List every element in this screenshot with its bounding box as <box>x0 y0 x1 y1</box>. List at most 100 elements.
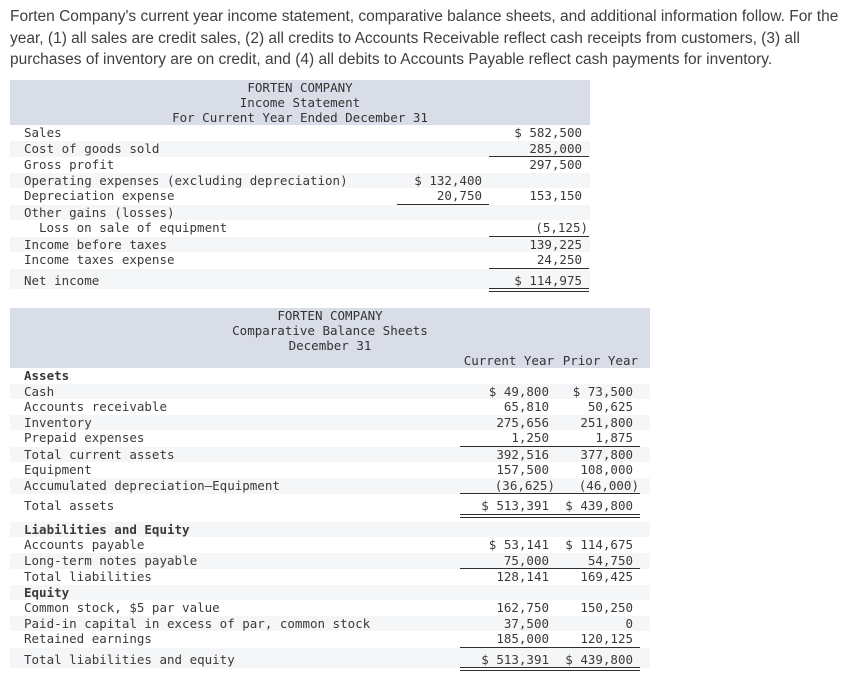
table-row: Gross profit 297,500 <box>10 157 590 173</box>
amount-cell: 377,800 <box>580 446 633 462</box>
statement-period: December 31 <box>288 338 372 353</box>
table-row: Inventory 275,656 251,800 <box>10 414 650 430</box>
table-row: Assets <box>10 368 650 384</box>
amount-cell: 128,141 <box>496 569 549 584</box>
table-row: Long-term notes payable 75,000 54,750 <box>10 552 650 569</box>
table-rows: Assets Cash $ 49,800 $ 73,500 Accounts recei… <box>10 368 650 671</box>
table-row: Liabilities and Equity <box>10 521 650 538</box>
row-label: Inventory <box>24 414 92 430</box>
statement-company-name: FORTEN COMPANY <box>247 80 353 95</box>
amount-cell <box>397 205 489 221</box>
amount-cell: 75,000 <box>460 553 556 569</box>
amount-cell <box>397 220 489 237</box>
amount-cell: $ 513,391 <box>460 652 556 671</box>
amount-cell: $ 114,675 <box>565 537 633 552</box>
amount-cell: 65,810 <box>503 399 549 414</box>
amount-cell: (46,000) <box>556 478 640 494</box>
row-label: Common stock, $5 par value <box>24 600 220 615</box>
row-label: Income taxes expense <box>24 252 175 267</box>
amount-cell <box>397 237 489 253</box>
amount-cell <box>397 252 489 269</box>
amount-cell: $ 114,975 <box>489 273 589 292</box>
row-label: Total liabilities <box>24 569 152 584</box>
table-row: Equity <box>10 584 650 601</box>
amount-cell: 275,656 <box>496 414 549 430</box>
row-label: Total current assets <box>24 446 175 462</box>
amount-cell: $ 439,800 <box>556 498 640 517</box>
amount-cell: 1,875 <box>556 430 640 447</box>
amount-cell <box>556 368 640 384</box>
table-row: Total assets $ 513,391 $ 439,800 <box>10 494 650 517</box>
statement-company-name: FORTEN COMPANY <box>277 308 383 323</box>
row-label: Total liabilities and equity <box>24 651 235 667</box>
row-label: Sales <box>24 125 62 140</box>
row-label: Net income <box>24 272 100 288</box>
amount-cell <box>397 157 489 173</box>
amount-cell: 37,500 <box>503 615 549 631</box>
amount-cell <box>556 585 640 601</box>
table-row: Cost of goods sold 285,000 <box>10 140 590 158</box>
amount-cell <box>397 273 489 290</box>
section-label: Equity <box>24 584 70 600</box>
amount-cell: 120,125 <box>556 631 640 648</box>
amount-cell: $ 53,141 <box>488 537 549 552</box>
statement-period: For Current Year Ended December 31 <box>172 110 428 125</box>
amount-cell: 162,750 <box>496 600 549 615</box>
amount-cell: $ 439,800 <box>556 652 640 671</box>
amount-cell <box>460 522 556 538</box>
section-label: Liabilities and Equity <box>24 521 190 537</box>
balance-sheet-table: FORTEN COMPANY Comparative Balance Sheet… <box>10 308 650 675</box>
row-label: Other gains (losses) <box>24 204 175 220</box>
table-row: Operating expenses (excluding depreciati… <box>10 172 590 188</box>
income-statement-header: FORTEN COMPANY Income Statement For Curr… <box>10 80 590 125</box>
amount-cell: 108,000 <box>580 462 633 477</box>
statement-title: Comparative Balance Sheets <box>232 323 428 338</box>
amount-cell <box>397 125 489 141</box>
amount-cell: $ 49,800 <box>488 383 549 399</box>
amount-cell: $ 582,500 <box>514 125 582 140</box>
table-row: Paid-in capital in excess of par, common… <box>10 615 650 631</box>
column-header-spacer <box>10 353 460 368</box>
problem-intro-text: Forten Company's current year income sta… <box>10 8 839 68</box>
amount-cell: 24,250 <box>489 252 589 269</box>
table-row: Loss on sale of equipment (5,125) <box>10 220 590 237</box>
section-label: Assets <box>24 368 70 383</box>
amount-cell: 169,425 <box>580 569 633 584</box>
row-label: Income before taxes <box>24 236 167 252</box>
row-label: Equipment <box>24 462 92 477</box>
prior-year-column-header: Prior Year <box>562 353 638 368</box>
row-label: Operating expenses (excluding depreciati… <box>24 172 348 188</box>
row-label: Depreciation expense <box>24 188 175 203</box>
current-year-column-header: Current Year <box>463 353 554 368</box>
amount-cell: 392,516 <box>496 446 549 462</box>
table-row: Cash $ 49,800 $ 73,500 <box>10 383 650 399</box>
table-row: Accounts payable $ 53,141 $ 114,675 <box>10 537 650 553</box>
amount-cell <box>489 205 589 221</box>
amount-cell: 1,250 <box>460 430 556 447</box>
table-row: Depreciation expense 20,750 153,150 <box>10 188 590 205</box>
balance-sheet-header: FORTEN COMPANY Comparative Balance Sheet… <box>10 308 650 368</box>
amount-cell: 153,150 <box>529 188 582 203</box>
table-row: Accounts receivable 65,810 50,625 <box>10 399 650 415</box>
amount-cell: $ 132,400 <box>414 172 482 188</box>
amount-cell <box>460 368 556 384</box>
table-row: Total current assets 392,516 377,800 <box>10 446 650 462</box>
table-row: Total liabilities 128,141 169,425 <box>10 569 650 585</box>
table-row: Equipment 157,500 108,000 <box>10 462 650 478</box>
amount-cell: 54,750 <box>556 553 640 569</box>
amount-cell: 251,800 <box>580 414 633 430</box>
table-row: Common stock, $5 par value 162,750 150,250 <box>10 600 650 616</box>
amount-cell: 139,225 <box>529 236 582 252</box>
row-label: Cash <box>24 383 55 399</box>
table-row: Sales $ 582,500 <box>10 125 590 141</box>
amount-cell <box>397 141 489 158</box>
row-label: Total assets <box>24 498 115 513</box>
row-label: Accounts receivable <box>24 399 167 414</box>
table-row: Retained earnings 185,000 120,125 <box>10 631 650 648</box>
row-label: Retained earnings <box>24 631 152 646</box>
amount-cell: 297,500 <box>529 157 582 172</box>
table-row: Prepaid expenses 1,250 1,875 <box>10 430 650 447</box>
amount-cell: (5,125) <box>489 220 589 237</box>
table-row: Total liabilities and equity $ 513,391 $ 4… <box>10 647 650 671</box>
row-label: Loss on sale of equipment <box>39 220 228 235</box>
